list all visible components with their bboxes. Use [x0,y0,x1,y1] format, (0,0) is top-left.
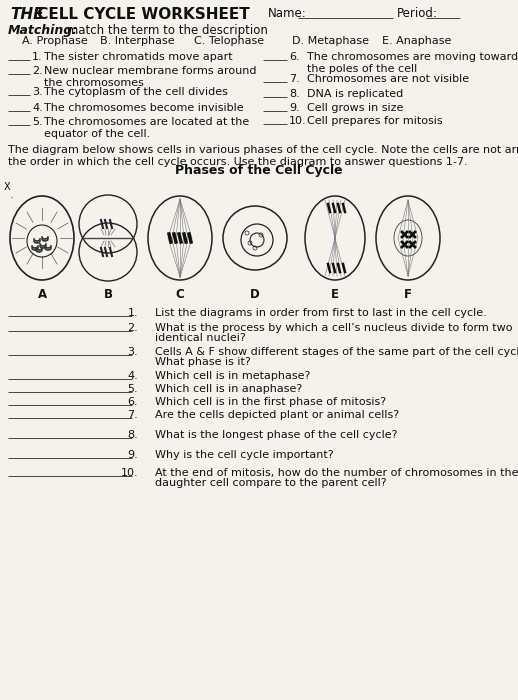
Text: CELL CYCLE WORKSHEET: CELL CYCLE WORKSHEET [32,7,250,22]
Text: The chromosomes are located at the
equator of the cell.: The chromosomes are located at the equat… [44,117,249,139]
Text: Cell grows in size: Cell grows in size [307,103,404,113]
Text: 2.: 2. [127,323,138,333]
Text: B: B [104,288,112,301]
Text: 10.: 10. [289,116,307,126]
Text: F: F [404,288,412,301]
Text: daughter cell compare to the parent cell?: daughter cell compare to the parent cell… [155,478,386,488]
Text: C. Telophase: C. Telophase [194,36,264,46]
Text: The diagram below shows cells in various phases of the cell cycle. Note the cell: The diagram below shows cells in various… [8,145,518,167]
Text: THE: THE [10,7,44,22]
Text: 9.: 9. [289,103,300,113]
Text: 6.: 6. [289,52,299,62]
Text: B. Interphase: B. Interphase [100,36,175,46]
Text: Chromosomes are not visible: Chromosomes are not visible [307,74,469,84]
Text: Cells A & F show different stages of the same part of the cell cycle.: Cells A & F show different stages of the… [155,347,518,357]
Text: What is the longest phase of the cell cycle?: What is the longest phase of the cell cy… [155,430,397,440]
Text: 1.: 1. [32,52,42,62]
Text: List the diagrams in order from first to last in the cell cycle.: List the diagrams in order from first to… [155,308,487,318]
Text: 1.: 1. [127,308,138,318]
Text: Name:: Name: [268,7,307,20]
Text: A: A [37,288,47,301]
Text: Which cell is in anaphase?: Which cell is in anaphase? [155,384,302,394]
Text: Which cell is in metaphase?: Which cell is in metaphase? [155,371,310,381]
Text: Are the cells depicted plant or animal cells?: Are the cells depicted plant or animal c… [155,410,399,420]
Text: Matching:: Matching: [8,24,78,37]
Text: 6.: 6. [127,397,138,407]
Text: E. Anaphase: E. Anaphase [382,36,451,46]
Text: The cytoplasm of the cell divides: The cytoplasm of the cell divides [44,87,228,97]
Text: Which cell is in the first phase of mitosis?: Which cell is in the first phase of mito… [155,397,386,407]
Text: The sister chromatids move apart: The sister chromatids move apart [44,52,233,62]
Text: 7.: 7. [289,74,300,84]
Text: 8.: 8. [127,430,138,440]
Text: 5.: 5. [127,384,138,394]
Text: 3.: 3. [32,87,42,97]
Text: 4.: 4. [32,103,43,113]
Text: 3.: 3. [127,347,138,357]
Text: The chromosomes are moving towards
the poles of the cell: The chromosomes are moving towards the p… [307,52,518,74]
Text: Phases of the Cell Cycle: Phases of the Cell Cycle [175,164,343,177]
Text: Cell prepares for mitosis: Cell prepares for mitosis [307,116,442,126]
Text: 10.: 10. [120,468,138,478]
Text: At the end of mitosis, how do the number of chromosomes in the: At the end of mitosis, how do the number… [155,468,518,478]
Text: DNA is replicated: DNA is replicated [307,89,403,99]
Text: X: X [4,182,12,198]
Text: E: E [331,288,339,301]
Text: 5.: 5. [32,117,42,127]
Text: What phase is it?: What phase is it? [155,357,251,367]
Text: New nuclear membrane forms around
the chromosomes: New nuclear membrane forms around the ch… [44,66,256,88]
Text: 4.: 4. [127,371,138,381]
Text: The chromosomes become invisible: The chromosomes become invisible [44,103,243,113]
Text: 9.: 9. [127,450,138,460]
Text: C: C [176,288,184,301]
Text: identical nuclei?: identical nuclei? [155,333,246,343]
Text: 2.: 2. [32,66,43,76]
Text: D. Metaphase: D. Metaphase [292,36,369,46]
Text: 8.: 8. [289,89,300,99]
Text: Why is the cell cycle important?: Why is the cell cycle important? [155,450,334,460]
Text: What is the process by which a cell’s nucleus divide to form two: What is the process by which a cell’s nu… [155,323,512,333]
Text: A. Prophase: A. Prophase [22,36,88,46]
Text: D: D [250,288,260,301]
Text: match the term to the description: match the term to the description [63,24,268,37]
Text: 7.: 7. [127,410,138,420]
Text: Period:: Period: [397,7,438,20]
